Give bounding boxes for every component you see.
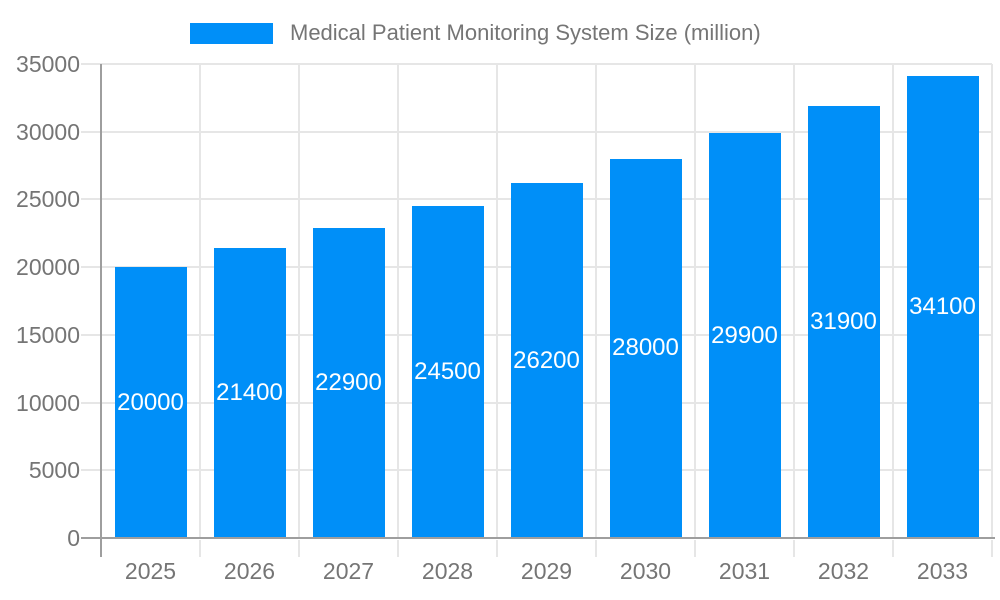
x-gridline bbox=[199, 64, 201, 538]
y-tick-label: 15000 bbox=[16, 321, 80, 348]
bar[interactable] bbox=[312, 227, 385, 538]
bar[interactable] bbox=[213, 248, 286, 538]
bar-value-label: 21400 bbox=[216, 379, 283, 407]
y-gridline bbox=[81, 63, 992, 65]
y-tick-label: 5000 bbox=[28, 457, 80, 484]
x-tick-label: 2025 bbox=[124, 558, 177, 584]
x-tick-label: 2033 bbox=[916, 558, 969, 584]
x-axis-tick bbox=[892, 540, 894, 557]
bar[interactable] bbox=[708, 133, 781, 538]
x-axis-tick bbox=[298, 540, 300, 557]
bar[interactable] bbox=[906, 76, 979, 538]
bar-value-label: 20000 bbox=[117, 388, 184, 416]
bar-value-label: 29900 bbox=[711, 321, 778, 349]
x-gridline bbox=[694, 64, 696, 538]
x-axis-tick bbox=[199, 540, 201, 557]
bar-value-label: 34100 bbox=[909, 293, 976, 321]
y-tick-label: 25000 bbox=[16, 186, 80, 213]
y-gridline bbox=[81, 130, 992, 133]
x-tick-label: 2029 bbox=[520, 558, 573, 584]
legend-label: Medical Patient Monitoring System Size (… bbox=[290, 20, 761, 45]
x-tick-label: 2027 bbox=[322, 558, 375, 584]
x-axis-tick bbox=[496, 540, 498, 557]
x-gridline bbox=[793, 64, 795, 538]
y-tick-label: 30000 bbox=[16, 118, 80, 145]
x-tick-label: 2032 bbox=[817, 558, 870, 584]
x-axis-tick bbox=[397, 540, 399, 557]
bar-value-label: 31900 bbox=[810, 307, 877, 335]
x-gridline bbox=[496, 64, 498, 538]
bar-value-label: 22900 bbox=[315, 368, 382, 396]
y-tick-label: 10000 bbox=[16, 389, 80, 416]
x-gridline bbox=[298, 64, 300, 538]
x-gridline bbox=[397, 64, 399, 538]
x-tick-label: 2030 bbox=[619, 558, 672, 584]
chart-legend[interactable]: Medical Patient Monitoring System Size (… bbox=[190, 20, 761, 46]
y-tick-label: 0 bbox=[67, 525, 80, 551]
x-gridline bbox=[892, 64, 894, 538]
x-gridline bbox=[595, 64, 597, 538]
bar[interactable] bbox=[510, 183, 583, 538]
bar[interactable] bbox=[114, 267, 187, 538]
bar[interactable] bbox=[609, 158, 682, 538]
bar-value-label: 26200 bbox=[513, 346, 580, 374]
x-axis-tick bbox=[595, 540, 597, 557]
y-tick-label: 20000 bbox=[16, 254, 80, 281]
x-tick-label: 2026 bbox=[223, 558, 276, 584]
x-axis-line bbox=[81, 537, 995, 539]
x-axis-tick bbox=[991, 540, 993, 557]
x-tick-label: 2028 bbox=[421, 558, 474, 584]
x-gridline bbox=[991, 64, 993, 538]
bar-value-label: 24500 bbox=[414, 358, 481, 386]
y-axis-line bbox=[100, 64, 102, 557]
bar-value-label: 28000 bbox=[612, 334, 679, 362]
legend-swatch bbox=[190, 22, 273, 44]
y-tick-label: 35000 bbox=[16, 51, 80, 77]
x-tick-label: 2031 bbox=[718, 558, 771, 584]
x-axis-tick bbox=[694, 540, 696, 557]
x-axis-tick bbox=[793, 540, 795, 557]
bar[interactable] bbox=[807, 105, 880, 538]
bar[interactable] bbox=[411, 206, 484, 538]
